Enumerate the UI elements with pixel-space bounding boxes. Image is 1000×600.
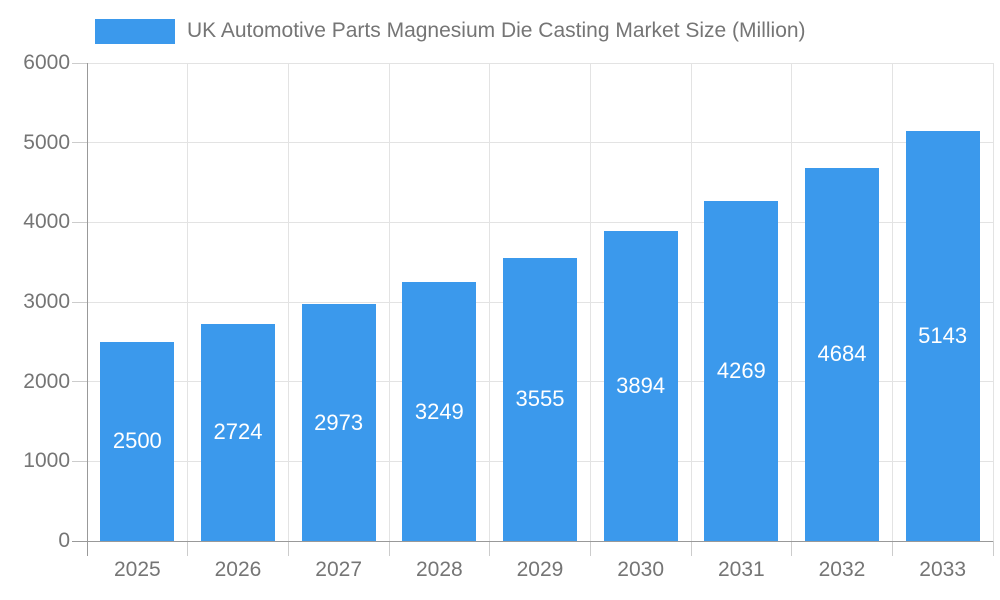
x-gridline	[388, 63, 390, 541]
x-gridline	[992, 63, 994, 541]
bar-value-label: 2500	[112, 428, 162, 454]
y-tick-label: 2000	[23, 369, 70, 393]
bar	[704, 200, 779, 541]
y-tick-label: 1000	[23, 449, 70, 473]
bar	[805, 167, 879, 541]
x-gridline	[287, 63, 289, 541]
y-tick-label: 3000	[23, 290, 70, 313]
y-axis-line	[86, 63, 88, 556]
x-tick	[187, 541, 189, 556]
x-gridline	[791, 63, 793, 541]
x-tick-label: 2029	[516, 558, 564, 581]
bar-value-label: 3894	[616, 372, 666, 398]
bar	[201, 323, 275, 541]
y-tick-label: 0	[58, 529, 70, 552]
x-tick	[388, 541, 390, 556]
x-gridline	[589, 63, 591, 541]
x-tick	[589, 541, 591, 556]
x-tick	[287, 541, 289, 556]
x-axis-line	[72, 540, 993, 542]
y-tick	[72, 62, 87, 64]
bar-value-label: 4684	[817, 341, 867, 367]
y-tick	[72, 221, 87, 223]
y-tick	[72, 381, 87, 383]
bar-value-label: 2973	[314, 409, 364, 435]
x-gridline	[891, 63, 893, 541]
bar	[100, 341, 175, 541]
bar-value-label: 2724	[213, 419, 263, 445]
y-tick-label: 4000	[23, 210, 70, 234]
bar	[905, 131, 980, 541]
bar-value-label: 5143	[918, 323, 968, 349]
x-tick-label: 2033	[919, 558, 967, 581]
bar-value-label: 3249	[414, 398, 464, 424]
x-tick-label: 2031	[717, 558, 765, 581]
bar-value-label: 4269	[716, 357, 766, 383]
x-tick-label: 2028	[415, 558, 463, 581]
bar	[503, 257, 577, 541]
y-gridline	[87, 221, 993, 223]
x-tick-label: 2027	[315, 558, 363, 581]
x-tick	[690, 541, 692, 556]
legend-swatch	[95, 18, 175, 44]
x-tick	[791, 541, 793, 556]
x-gridline	[690, 63, 692, 541]
legend: UK Automotive Parts Magnesium Die Castin…	[95, 18, 806, 44]
legend-series-label: UK Automotive Parts Magnesium Die Castin…	[187, 19, 806, 42]
y-tick-label: 5000	[23, 130, 70, 154]
bar-value-label: 3555	[515, 386, 565, 412]
x-tick	[992, 541, 994, 556]
y-gridline	[87, 142, 993, 144]
x-tick-label: 2026	[214, 558, 262, 581]
bar	[603, 230, 678, 541]
y-tick	[72, 142, 87, 144]
y-tick	[72, 301, 87, 303]
y-tick	[72, 460, 87, 462]
x-tick-label: 2032	[818, 558, 866, 581]
x-tick	[891, 541, 893, 556]
bar	[301, 304, 376, 541]
x-tick-label: 2030	[617, 558, 665, 581]
bar	[402, 282, 477, 541]
x-tick-label: 2025	[113, 558, 161, 581]
y-tick-label: 6000	[23, 51, 70, 74]
y-gridline	[87, 62, 993, 64]
x-gridline	[489, 63, 491, 541]
x-gridline	[187, 63, 189, 541]
x-tick	[489, 541, 491, 556]
